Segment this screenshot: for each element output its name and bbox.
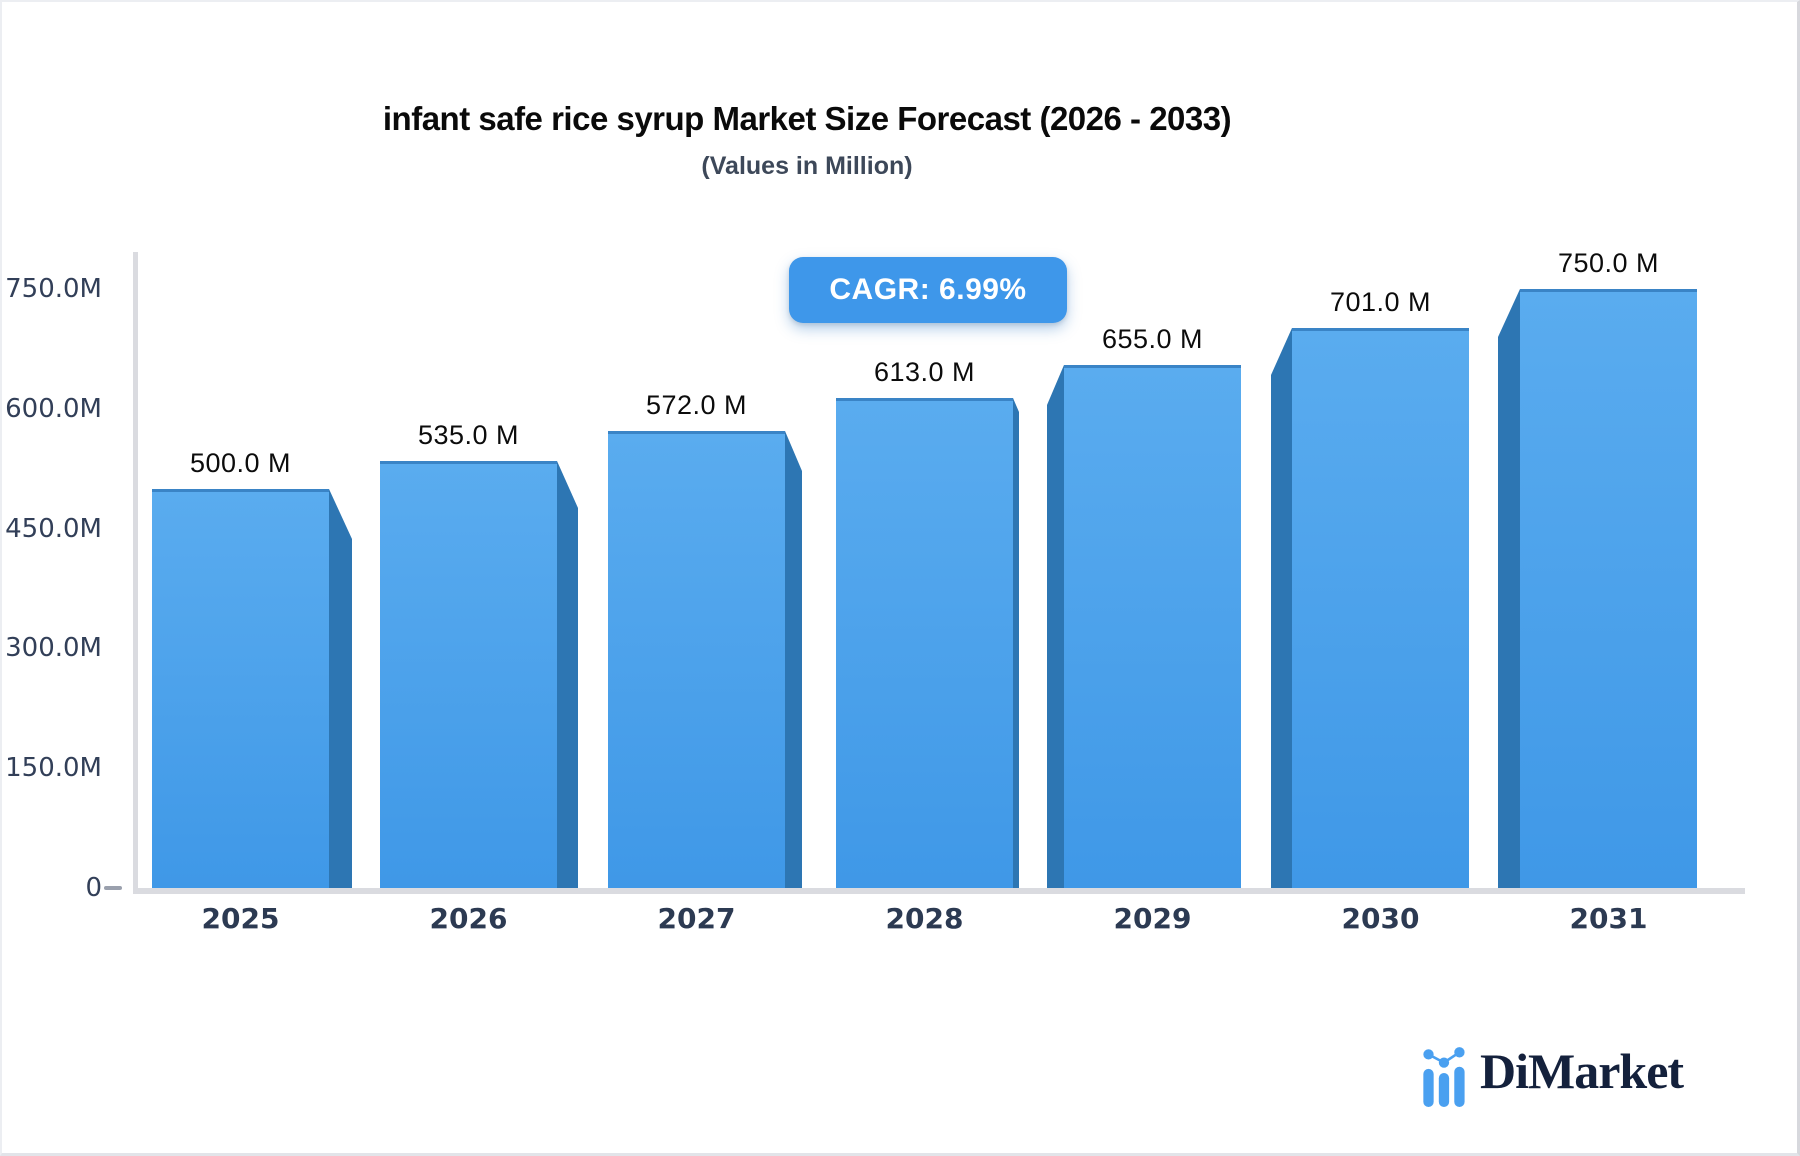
x-axis-label: 2030 [1341,902,1420,935]
bar-face [836,398,1013,888]
bar-value-label: 572.0 M [645,390,748,420]
x-axis-label: 2028 [885,902,964,935]
y-tick-label: 600.0M [5,393,102,424]
chart-title: infant safe rice syrup Market Size Forec… [382,100,1232,137]
x-axis-label: 2027 [657,902,736,935]
bar-value-label: 535.0 M [417,420,520,450]
bar-value-label: 500.0 M [189,448,292,478]
x-axis-line [133,888,1745,894]
bar-face [1520,289,1697,888]
y-tick-label: 0 [85,873,102,903]
x-axis-label: 2031 [1569,902,1648,935]
bar-face [1064,365,1241,888]
cagr-badge: CAGR: 6.99% [789,257,1067,323]
y-tick-label: 300.0M [5,633,102,664]
y-tick-label: 750.0M [5,274,102,304]
bar-face [152,489,329,888]
bar-side-face [785,431,802,888]
bar-side-face [557,461,578,888]
zero-tick-mark [104,886,122,890]
dimarket-logo: DiMarket [1420,1040,1700,1112]
bar-face [1292,328,1469,888]
x-axis-label: 2026 [429,902,508,935]
bar-chart-trend-icon [1423,1047,1465,1107]
bar-side-face [1498,289,1520,888]
y-axis-line [133,252,138,894]
dimarket-wordmark: DiMarket [1480,1043,1684,1099]
bar-face [608,431,785,888]
bar-value-label: 613.0 M [873,357,976,387]
bar-face [380,461,557,888]
bar-value-label: 750.0 M [1557,248,1660,278]
y-tick-label: 450.0M [5,513,102,544]
bar-side-face [329,489,352,888]
x-axis-label: 2029 [1113,902,1192,935]
bar-value-label: 701.0 M [1329,287,1432,317]
y-tick-label: 150.0M [5,753,102,784]
chart-subtitle: (Values in Million) [701,152,913,180]
x-axis-label: 2025 [201,902,280,935]
bar-side-face [1047,365,1064,888]
bar-side-face [1271,328,1292,888]
bar-side-face [1013,398,1019,888]
bar-value-label: 655.0 M [1101,324,1204,354]
